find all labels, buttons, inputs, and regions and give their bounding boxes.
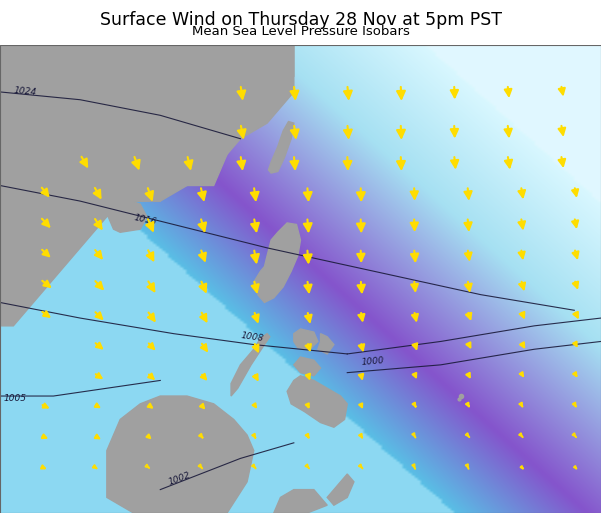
Text: 1005: 1005 [4, 393, 27, 403]
Text: Surface Wind on Thursday 28 Nov at 5pm PST: Surface Wind on Thursday 28 Nov at 5pm P… [100, 11, 501, 29]
Text: 1024: 1024 [13, 86, 37, 97]
Polygon shape [231, 333, 270, 396]
Text: 1008: 1008 [240, 331, 264, 343]
Polygon shape [294, 329, 318, 349]
Polygon shape [0, 45, 294, 326]
Polygon shape [269, 122, 294, 173]
Polygon shape [287, 376, 347, 427]
Polygon shape [318, 333, 334, 354]
Text: Mean Sea Level Pressure Isobars: Mean Sea Level Pressure Isobars [192, 25, 409, 38]
Polygon shape [327, 474, 354, 505]
Polygon shape [254, 223, 300, 303]
Polygon shape [294, 357, 320, 376]
Polygon shape [107, 396, 254, 513]
Text: 1016: 1016 [133, 213, 158, 226]
Polygon shape [120, 45, 294, 201]
Polygon shape [274, 489, 327, 513]
Text: 1000: 1000 [361, 356, 384, 367]
Polygon shape [107, 200, 147, 232]
Text: 1002: 1002 [167, 470, 192, 487]
